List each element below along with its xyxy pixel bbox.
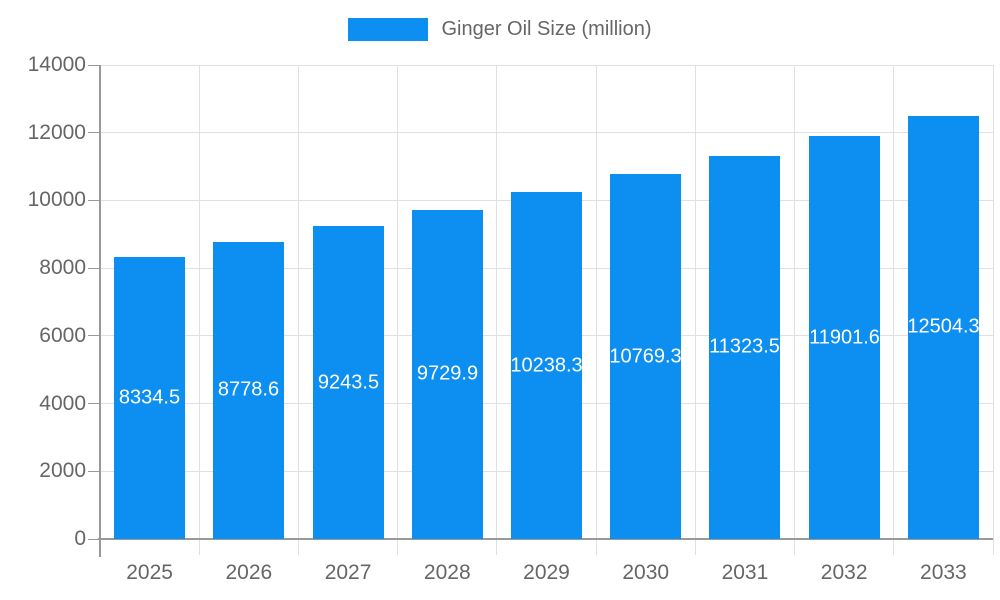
x-axis-line [98, 538, 993, 540]
y-axis-label: 6000 [39, 323, 86, 347]
y-axis-tick [88, 199, 100, 201]
y-axis-tick [88, 267, 100, 269]
bar-value-label: 8334.5 [118, 386, 181, 409]
y-axis-tick [88, 470, 100, 472]
bar: 8778.6 [213, 241, 284, 539]
legend-swatch-icon [348, 18, 429, 41]
gridline-vertical [198, 65, 200, 555]
bar: 11901.6 [809, 136, 880, 539]
bar: 12504.3 [908, 115, 979, 539]
bar: 9243.5 [313, 226, 384, 539]
gridline-vertical [496, 65, 498, 555]
bar-label-clip: 9243.5 [313, 370, 384, 396]
bar-label-clip: 8334.5 [114, 385, 185, 411]
bar-value-label: 9243.5 [317, 371, 380, 393]
bar-label-clip: 12504.3 [908, 314, 979, 340]
bar-value-label: 10238.3 [511, 354, 582, 377]
bar-value-label: 10769.3 [610, 345, 681, 368]
y-axis-label: 2000 [39, 459, 86, 483]
bar-value-label: 9729.9 [416, 362, 479, 385]
y-axis-label: 4000 [39, 391, 86, 415]
bar-label-clip: 10238.3 [511, 353, 582, 379]
y-axis-label: 0 [74, 527, 86, 550]
gridline-vertical [893, 65, 895, 555]
x-axis-label: 2029 [523, 561, 570, 584]
x-axis-label: 2032 [820, 561, 868, 584]
legend-label: Ginger Oil Size (million) [441, 18, 652, 40]
y-axis-tick [88, 403, 100, 405]
x-axis-label: 2030 [622, 561, 670, 584]
bar-label-clip: 9729.9 [412, 361, 483, 387]
y-axis-tick [88, 538, 100, 540]
legend: Ginger Oil Size (million) [0, 18, 1000, 41]
bar-value-label: 11323.5 [709, 335, 780, 358]
x-axis-label: 2025 [126, 561, 173, 584]
x-axis-label: 2027 [324, 561, 372, 584]
bar: 11323.5 [709, 155, 780, 539]
bar: 10769.3 [610, 174, 681, 539]
bar: 8334.5 [114, 256, 185, 539]
bar: 9729.9 [412, 209, 483, 539]
x-axis-label: 2033 [920, 561, 967, 584]
y-axis-label: 10000 [27, 188, 86, 212]
y-axis-tick [88, 132, 100, 134]
gridline-vertical [397, 65, 399, 555]
y-axis-tick [88, 64, 100, 66]
bar-label-clip: 10769.3 [610, 344, 681, 370]
bar-value-label: 12504.3 [908, 315, 979, 338]
bar-label-clip: 11901.6 [809, 325, 880, 351]
bar-label-clip: 11323.5 [709, 334, 780, 360]
gridline-vertical [992, 65, 994, 555]
gridline-vertical [297, 65, 299, 555]
y-axis-tick [88, 335, 100, 337]
x-axis-label: 2028 [423, 561, 471, 584]
x-axis-label: 2031 [721, 561, 769, 584]
y-axis-label: 12000 [27, 120, 86, 144]
bar-label-clip: 8778.6 [213, 377, 284, 403]
gridline-vertical [595, 65, 597, 555]
gridline-horizontal [100, 132, 993, 134]
bar-value-label: 11901.6 [809, 326, 880, 348]
gridline-vertical [794, 65, 796, 555]
y-axis-label: 8000 [39, 256, 86, 280]
y-axis-label: 14000 [27, 53, 86, 76]
bar: 10238.3 [511, 192, 582, 539]
y-axis-line [99, 65, 101, 557]
bar-value-label: 8778.6 [217, 378, 280, 401]
gridline-vertical [694, 65, 696, 555]
gridline-horizontal [100, 64, 993, 66]
x-axis-label: 2026 [225, 561, 273, 584]
